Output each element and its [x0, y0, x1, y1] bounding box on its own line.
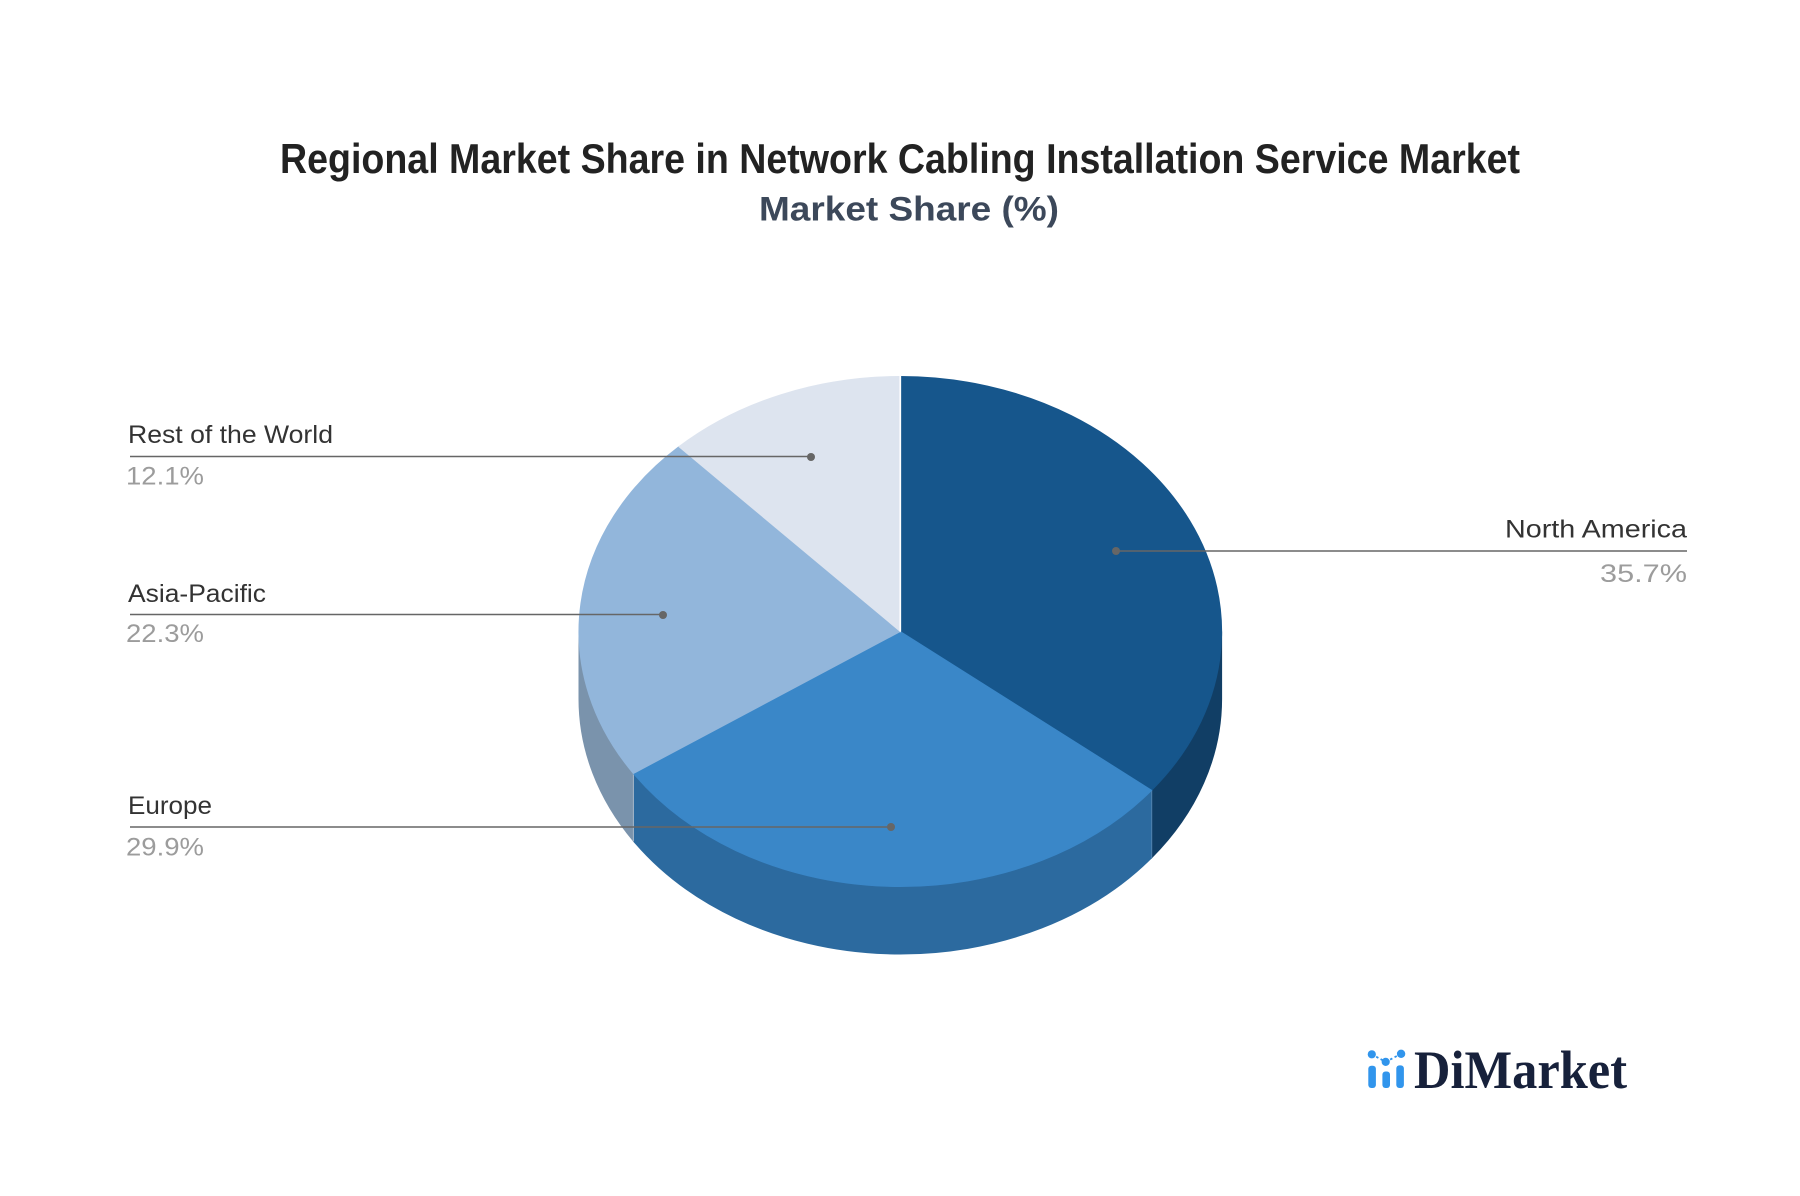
- svg-text:Market Share (%): Market Share (%): [759, 191, 1059, 229]
- svg-text:Regional Market Share in Netwo: Regional Market Share in Network Cabling…: [280, 135, 1520, 182]
- svg-text:22.3%: 22.3%: [126, 620, 204, 648]
- svg-text:35.7%: 35.7%: [1600, 560, 1687, 588]
- svg-text:Asia-Pacific: Asia-Pacific: [128, 580, 266, 608]
- svg-text:Rest of the World: Rest of the World: [128, 421, 333, 449]
- svg-text:North America: North America: [1505, 516, 1687, 544]
- svg-text:DiMarket: DiMarket: [1414, 1040, 1627, 1100]
- svg-text:29.9%: 29.9%: [126, 834, 204, 862]
- svg-text:Europe: Europe: [128, 792, 212, 820]
- svg-text:12.1%: 12.1%: [126, 463, 204, 491]
